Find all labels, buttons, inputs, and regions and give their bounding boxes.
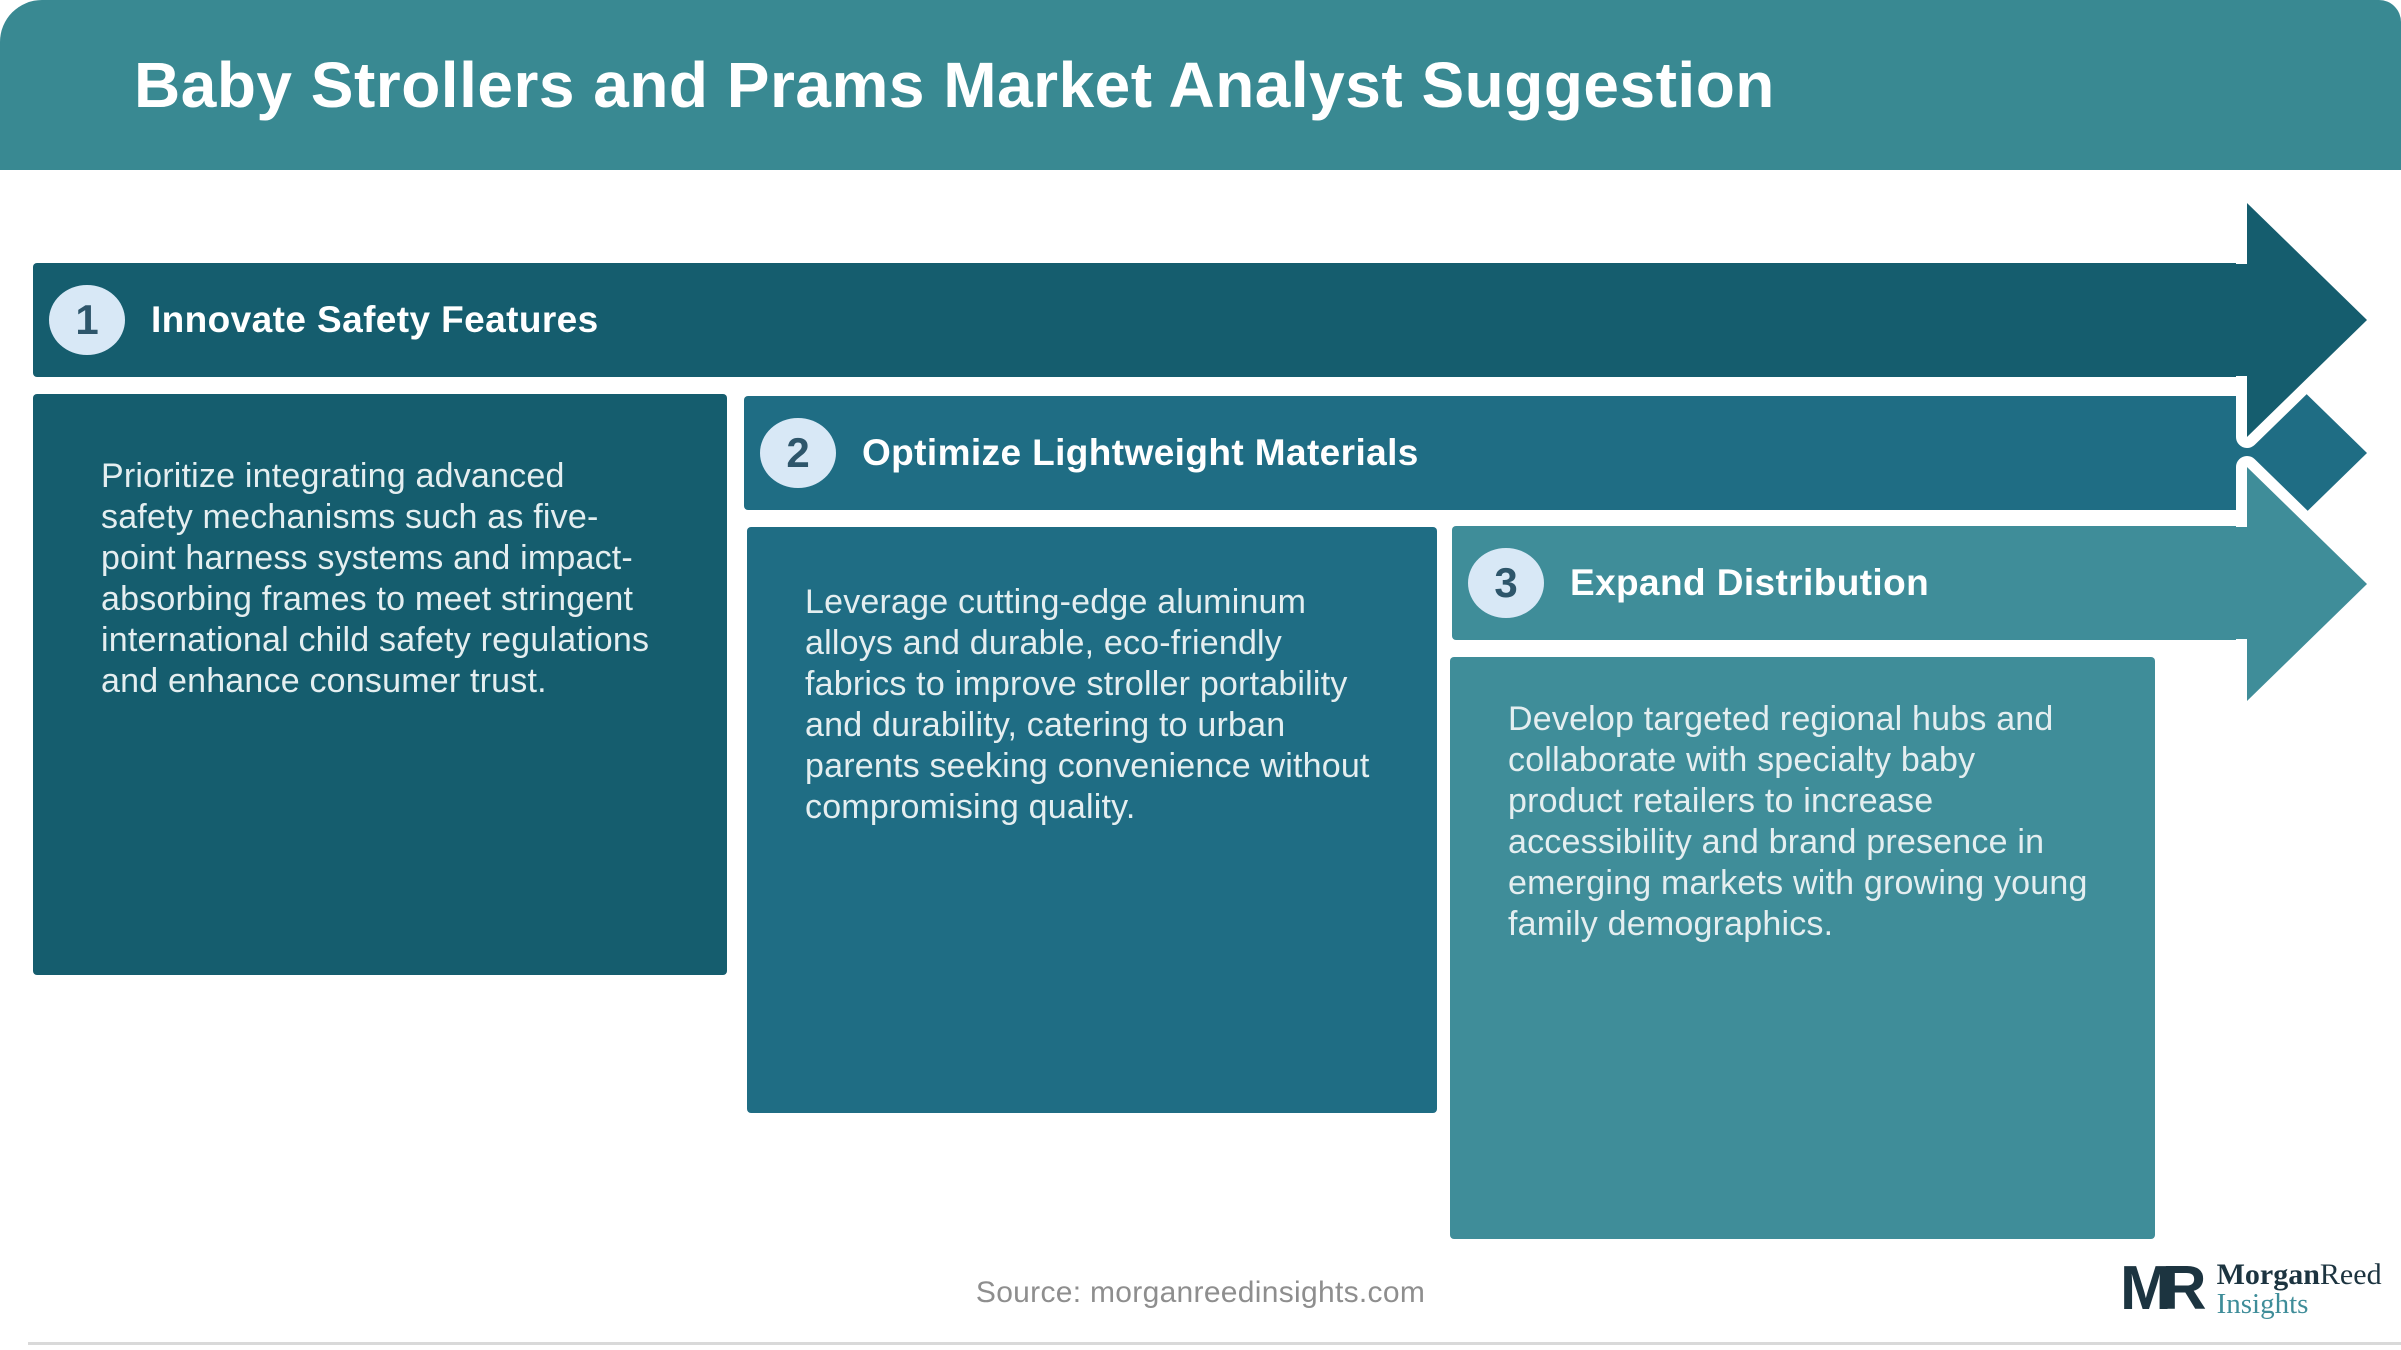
step2-banner: 2 Optimize Lightweight Materials [744,396,2247,510]
logo-brand-regular: Reed [2319,1257,2382,1291]
step1-title: Innovate Safety Features [151,299,599,340]
brand-logo: MR MorganReed Insights [2120,1256,2382,1322]
page-title: Baby Strollers and Prams Market Analyst … [134,49,1775,121]
step2-number-badge: 2 [760,418,836,488]
logo-monogram-m: M [2120,1254,2172,1323]
step3-description-box: Develop targeted regional hubs and colla… [1450,657,2155,1239]
logo-monogram-r: R [2161,1254,2207,1323]
step3-banner: 3 Expand Distribution [1452,526,2247,640]
step2-arrowhead-icon [2236,325,2378,581]
step1-number-badge: 1 [49,285,125,355]
step1-description: Prioritize integrating advanced safety m… [101,457,650,700]
bottom-divider [28,1342,2401,1345]
step2-description: Leverage cutting-edge aluminum alloys an… [805,583,1370,826]
step1-arrowhead-icon [2236,192,2378,448]
step3-description: Develop targeted regional hubs and colla… [1508,700,2088,943]
step3-title: Expand Distribution [1570,562,1930,603]
source-credit: Source: morganreedinsights.com [975,1276,1426,1309]
step3-number-badge: 3 [1468,548,1544,618]
step3-arrowhead-icon [2236,456,2378,712]
logo-brand-bold: Morgan [2216,1257,2320,1291]
logo-brand-subtitle: Insights [2216,1287,2309,1320]
step2-description-box: Leverage cutting-edge aluminum alloys an… [747,527,1437,1113]
step2-title: Optimize Lightweight Materials [862,432,1419,473]
logo-monogram-icon: MR [2120,1258,2211,1320]
logo-text: MorganReed Insights [2216,1257,2382,1320]
header-band: Baby Strollers and Prams Market Analyst … [0,0,2401,170]
logo-brand-name: MorganReed [2216,1257,2382,1291]
step1-banner: 1 Innovate Safety Features [33,263,2247,377]
step1-description-box: Prioritize integrating advanced safety m… [33,394,727,975]
